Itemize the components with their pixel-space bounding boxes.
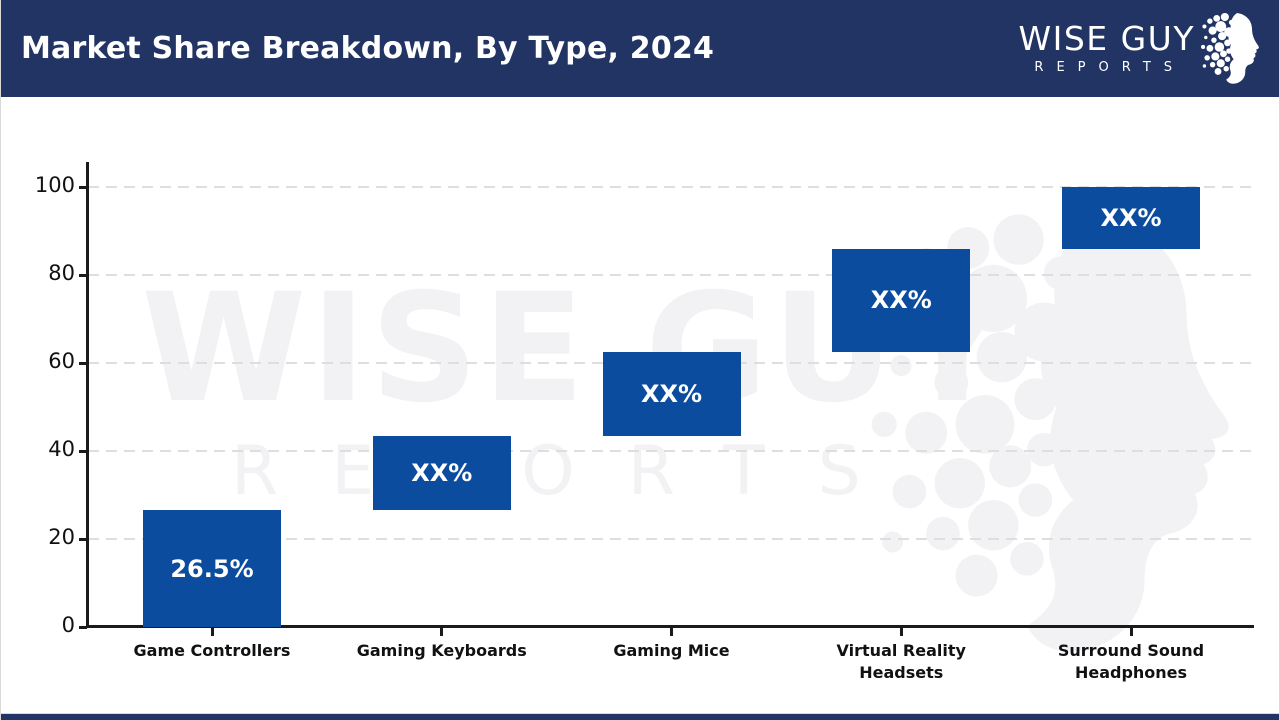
y-tick-label: 40 bbox=[48, 437, 75, 461]
x-tick bbox=[440, 628, 444, 636]
watermark-brand-subname: REPORTS bbox=[231, 432, 914, 511]
y-tick-label: 0 bbox=[61, 613, 75, 637]
x-tick bbox=[670, 628, 673, 636]
brand-name: WISE GUY bbox=[1018, 19, 1195, 59]
y-tick-label: 20 bbox=[48, 525, 75, 549]
gridline-20 bbox=[88, 538, 1254, 540]
bar-3: XX% bbox=[602, 352, 741, 436]
x-axis-category-label: Gaming Keyboards bbox=[356, 641, 527, 660]
brand-logo: WISE GUY REPORTS bbox=[1018, 9, 1267, 89]
brand-subname: REPORTS bbox=[1034, 59, 1186, 75]
bar-1: 26.5% bbox=[143, 510, 281, 627]
y-tick bbox=[79, 274, 87, 277]
header: Market Share Breakdown, By Type, 2024 WI… bbox=[1, 0, 1279, 97]
bar-4: XX% bbox=[832, 248, 971, 352]
x-axis-category-label: Virtual Reality Headsets bbox=[836, 641, 966, 683]
x-axis-category-label: Game Controllers bbox=[133, 641, 291, 660]
x-axis-line bbox=[86, 625, 1254, 628]
brand-logo-text: WISE GUY REPORTS bbox=[1018, 22, 1195, 75]
gridline-80 bbox=[88, 274, 1254, 276]
chart-title: Market Share Breakdown, By Type, 2024 bbox=[21, 31, 715, 66]
x-tick bbox=[210, 628, 214, 636]
x-axis-category-label: Gaming Mice bbox=[613, 641, 730, 660]
y-tick bbox=[79, 186, 87, 189]
y-axis-line bbox=[86, 162, 89, 628]
footer-divider bbox=[1, 713, 1279, 714]
x-axis-category-label: Surround Sound Headphones bbox=[1057, 641, 1205, 683]
bar-2: XX% bbox=[372, 435, 511, 511]
y-tick-label: 100 bbox=[34, 173, 75, 197]
footer-bar bbox=[1, 714, 1279, 720]
bar-value-label: XX% bbox=[870, 286, 932, 315]
y-tick bbox=[79, 626, 87, 629]
bar-5: XX% bbox=[1062, 187, 1200, 249]
y-tick bbox=[79, 450, 87, 453]
bar-value-label: XX% bbox=[411, 458, 473, 487]
bar-value-label: XX% bbox=[1100, 203, 1162, 232]
y-tick bbox=[79, 362, 87, 365]
bar-value-label: 26.5% bbox=[170, 554, 254, 583]
y-tick-label: 60 bbox=[48, 349, 75, 373]
y-tick bbox=[79, 538, 87, 541]
x-tick bbox=[899, 628, 903, 636]
x-tick bbox=[1129, 628, 1133, 636]
y-tick-label: 80 bbox=[48, 261, 75, 285]
bar-value-label: XX% bbox=[640, 379, 703, 408]
gridline-100 bbox=[88, 186, 1254, 188]
gridline-40 bbox=[88, 450, 1254, 452]
